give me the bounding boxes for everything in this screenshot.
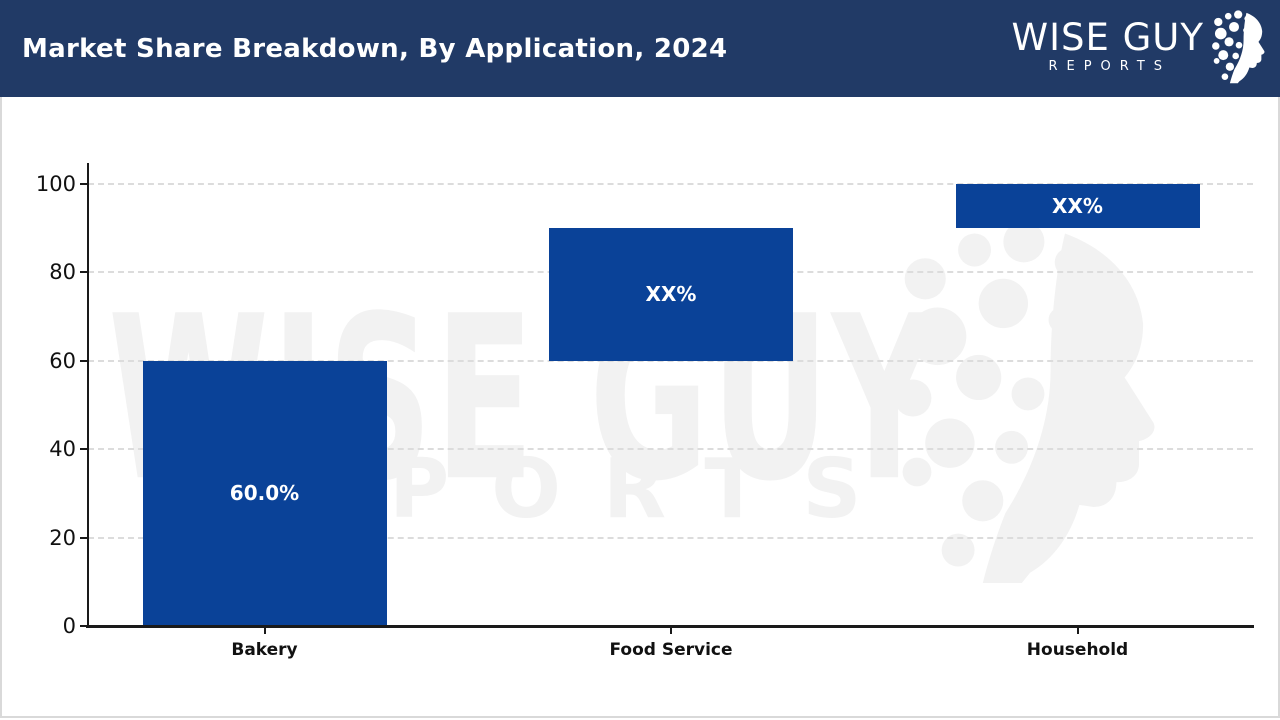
y-axis-line — [87, 163, 89, 628]
header-bar: Market Share Breakdown, By Application, … — [0, 0, 1280, 97]
watermark-face-icon — [894, 221, 1155, 583]
bar-value-label: XX% — [1052, 194, 1103, 219]
wise-guy-reports-logo: WISE GUY REPORTS — [1012, 8, 1268, 84]
frame-border-left — [0, 97, 2, 718]
gridline-100 — [88, 183, 1253, 185]
y-tick-label: 100 — [35, 172, 76, 196]
bar-segment-food-service: XX% — [549, 228, 793, 361]
logo-face-icon — [1212, 10, 1265, 84]
y-tick-label: 20 — [49, 525, 76, 550]
bar-segment-bakery: 60.0% — [142, 360, 387, 626]
page-title: Market Share Breakdown, By Application, … — [22, 33, 728, 64]
bar-value-label: 60.0% — [229, 481, 300, 506]
x-tick-label: Household — [1026, 640, 1129, 660]
x-tick-label: Bakery — [231, 640, 298, 660]
gridline-40 — [88, 448, 1253, 451]
x-tick-0 — [263, 627, 266, 634]
x-tick-2 — [1076, 627, 1079, 634]
logo-subtitle: REPORTS — [1048, 59, 1172, 75]
logo-text: WISE GUY REPORTS — [1011, 15, 1204, 75]
x-tick-label: Food Service — [609, 640, 733, 660]
frame-border-bottom — [0, 716, 1280, 718]
y-tick-0 — [80, 625, 88, 627]
y-tick-20 — [80, 536, 88, 539]
y-tick-80 — [80, 271, 88, 274]
x-axis-line — [86, 625, 1254, 628]
frame-border-right — [1278, 97, 1280, 718]
bar-segment-household: XX% — [955, 184, 1200, 229]
gridline-20 — [88, 536, 1253, 539]
gridline-60 — [88, 359, 1253, 362]
y-tick-60 — [80, 359, 88, 362]
logo-wordmark: WISE GUY — [1011, 15, 1204, 59]
y-tick-40 — [80, 448, 88, 451]
y-tick-100 — [80, 183, 88, 185]
y-tick-label: 40 — [49, 437, 76, 462]
y-tick-label: 80 — [49, 260, 76, 285]
y-tick-label: 60 — [49, 348, 76, 373]
y-tick-label: 0 — [62, 614, 76, 638]
x-tick-1 — [670, 627, 672, 634]
bar-value-label: XX% — [645, 282, 697, 307]
